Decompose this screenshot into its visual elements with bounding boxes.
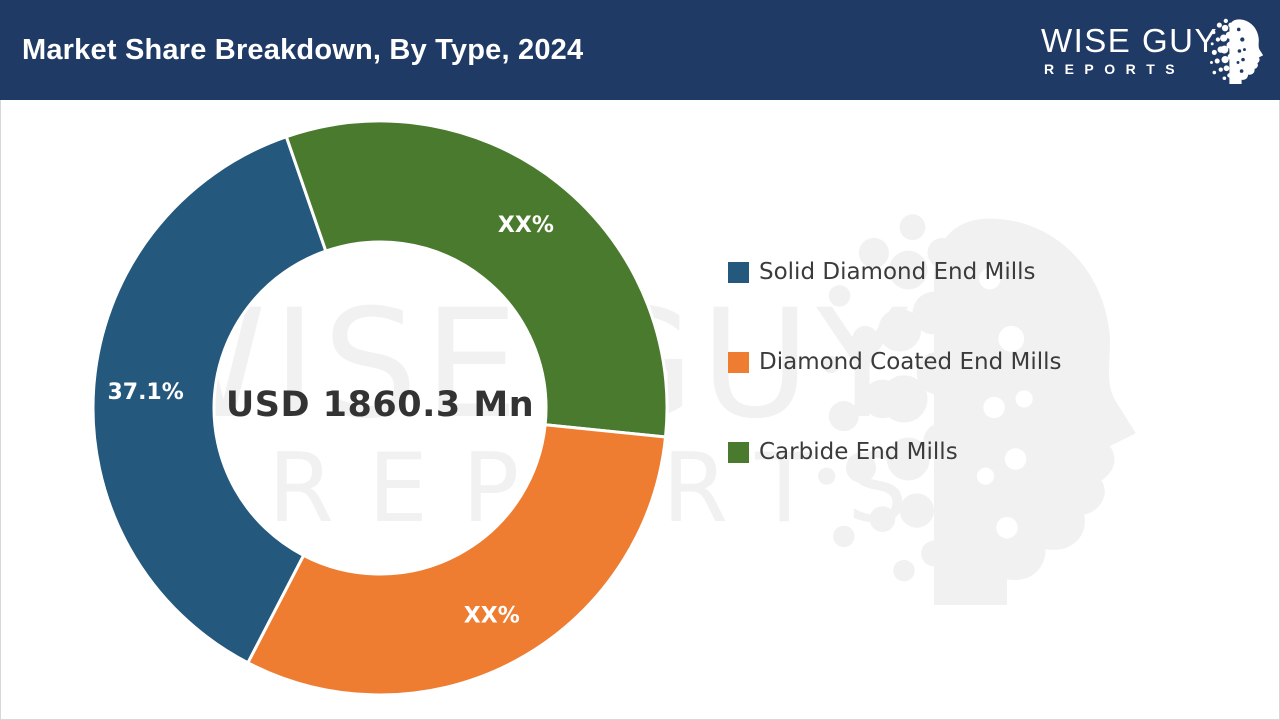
page-title: Market Share Breakdown, By Type, 2024: [22, 33, 584, 66]
legend-swatch-carbide: [728, 441, 749, 463]
chart-area: WISE GUY REPORTS 37.1% XX% XX% USD 1860.3 …: [0, 100, 1280, 720]
legend-label: Carbide End Mills: [759, 438, 958, 465]
legend-swatch-diamond-coated: [728, 351, 749, 373]
donut-center-value: USD 1860.3 Mn: [225, 385, 535, 425]
header-bar: Market Share Breakdown, By Type, 2024 WI…: [0, 0, 1280, 100]
legend-label: Diamond Coated End Mills: [759, 348, 1062, 375]
legend-label: Solid Diamond End Mills: [759, 258, 1036, 285]
logo-text: WISE GUY REPORTS: [1041, 24, 1218, 76]
watermark-face-icon: [818, 210, 1153, 605]
legend-swatch-solid-diamond: [728, 261, 749, 283]
logo-subtitle: REPORTS: [1043, 61, 1186, 77]
legend-item-carbide: Carbide End Mills: [728, 435, 1061, 469]
legend-item-diamond-coated: Diamond Coated End Mills: [728, 345, 1061, 379]
legend-item-solid-diamond: Solid Diamond End Mills: [728, 255, 1061, 289]
wise-guy-reports-logo: WISE GUY REPORTS: [1041, 16, 1266, 84]
logo-face-icon: [1210, 18, 1266, 84]
logo-wordmark: WISE GUY: [1040, 22, 1218, 59]
chart-legend: Solid Diamond End Mills Diamond Coated E…: [728, 255, 1061, 525]
